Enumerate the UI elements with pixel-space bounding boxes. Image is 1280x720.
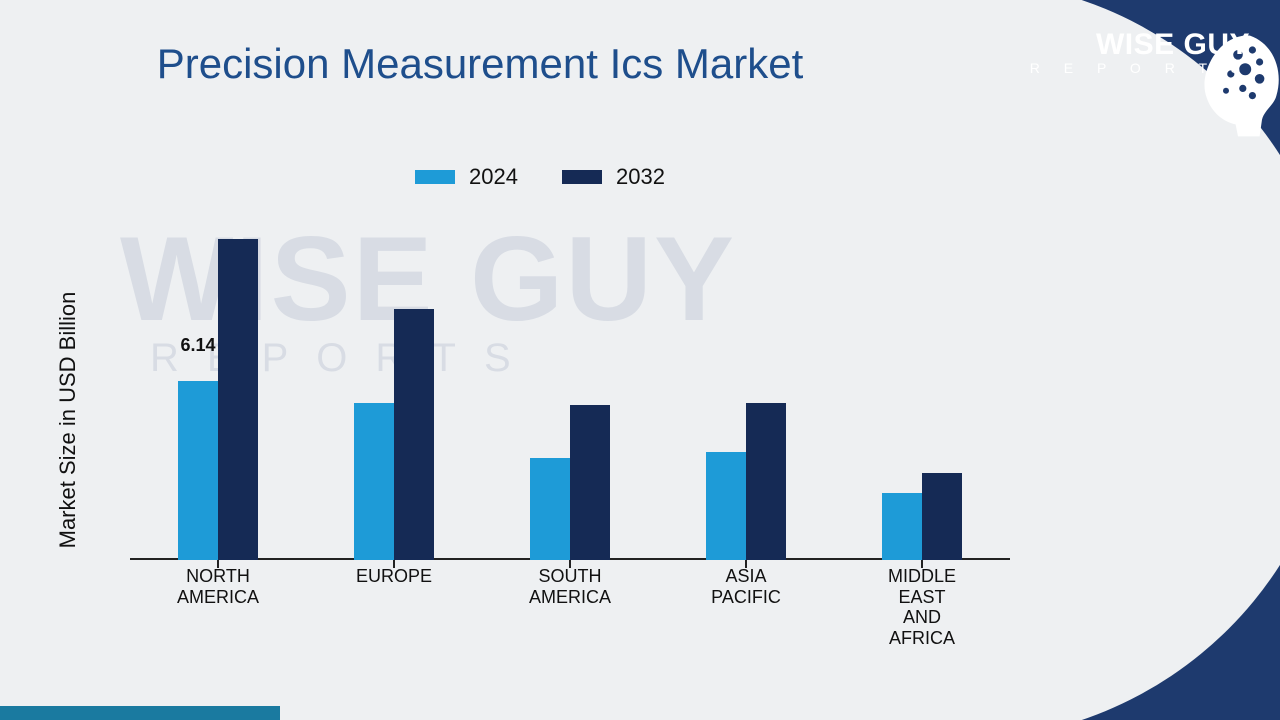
bar-2032 bbox=[746, 403, 786, 561]
legend-item: 2032 bbox=[562, 164, 665, 190]
category-label: SOUTH AMERICA bbox=[500, 560, 640, 607]
footer-accent-bar bbox=[0, 706, 280, 720]
legend-item: 2024 bbox=[415, 164, 518, 190]
bar-2032 bbox=[570, 405, 610, 560]
bar-value-label: 6.14 bbox=[180, 335, 215, 356]
bar-chart: Market Size in USD Billion 20242032 6.14… bbox=[60, 160, 1020, 680]
bar-2024 bbox=[530, 458, 570, 560]
bar-group bbox=[178, 239, 258, 560]
category-label: NORTH AMERICA bbox=[148, 560, 288, 607]
chart-title: Precision Measurement Ics Market bbox=[0, 40, 960, 88]
legend: 2024 2032 bbox=[60, 164, 1020, 190]
legend-label: 2024 bbox=[469, 164, 518, 190]
category-label: EUROPE bbox=[324, 560, 464, 587]
bar-group bbox=[354, 309, 434, 560]
bar-2024 bbox=[882, 493, 922, 560]
brand-text: WISE GUY R E P O R T S bbox=[1030, 28, 1250, 76]
brand-main: WISE GUY bbox=[1030, 28, 1250, 62]
bar-group bbox=[882, 473, 962, 561]
bar-2032 bbox=[218, 239, 258, 560]
bar-2024 bbox=[178, 381, 218, 560]
bar-2024 bbox=[354, 403, 394, 561]
category-label: MIDDLE EAST AND AFRICA bbox=[852, 560, 992, 649]
bar-2024 bbox=[706, 452, 746, 560]
bar-group bbox=[530, 405, 610, 560]
bar-2032 bbox=[394, 309, 434, 560]
chart-stage: WISE GUY REPORTS Precision Measurement I… bbox=[0, 0, 1280, 720]
bar-group bbox=[706, 403, 786, 561]
y-axis-label: Market Size in USD Billion bbox=[55, 292, 81, 549]
legend-swatch bbox=[415, 170, 455, 184]
category-label: ASIA PACIFIC bbox=[676, 560, 816, 607]
plot-area: 6.14NORTH AMERICAEUROPESOUTH AMERICAASIA… bbox=[130, 210, 1010, 560]
legend-label: 2032 bbox=[616, 164, 665, 190]
legend-swatch bbox=[562, 170, 602, 184]
bar-2032 bbox=[922, 473, 962, 561]
brand-sub: R E P O R T S bbox=[1030, 60, 1250, 76]
